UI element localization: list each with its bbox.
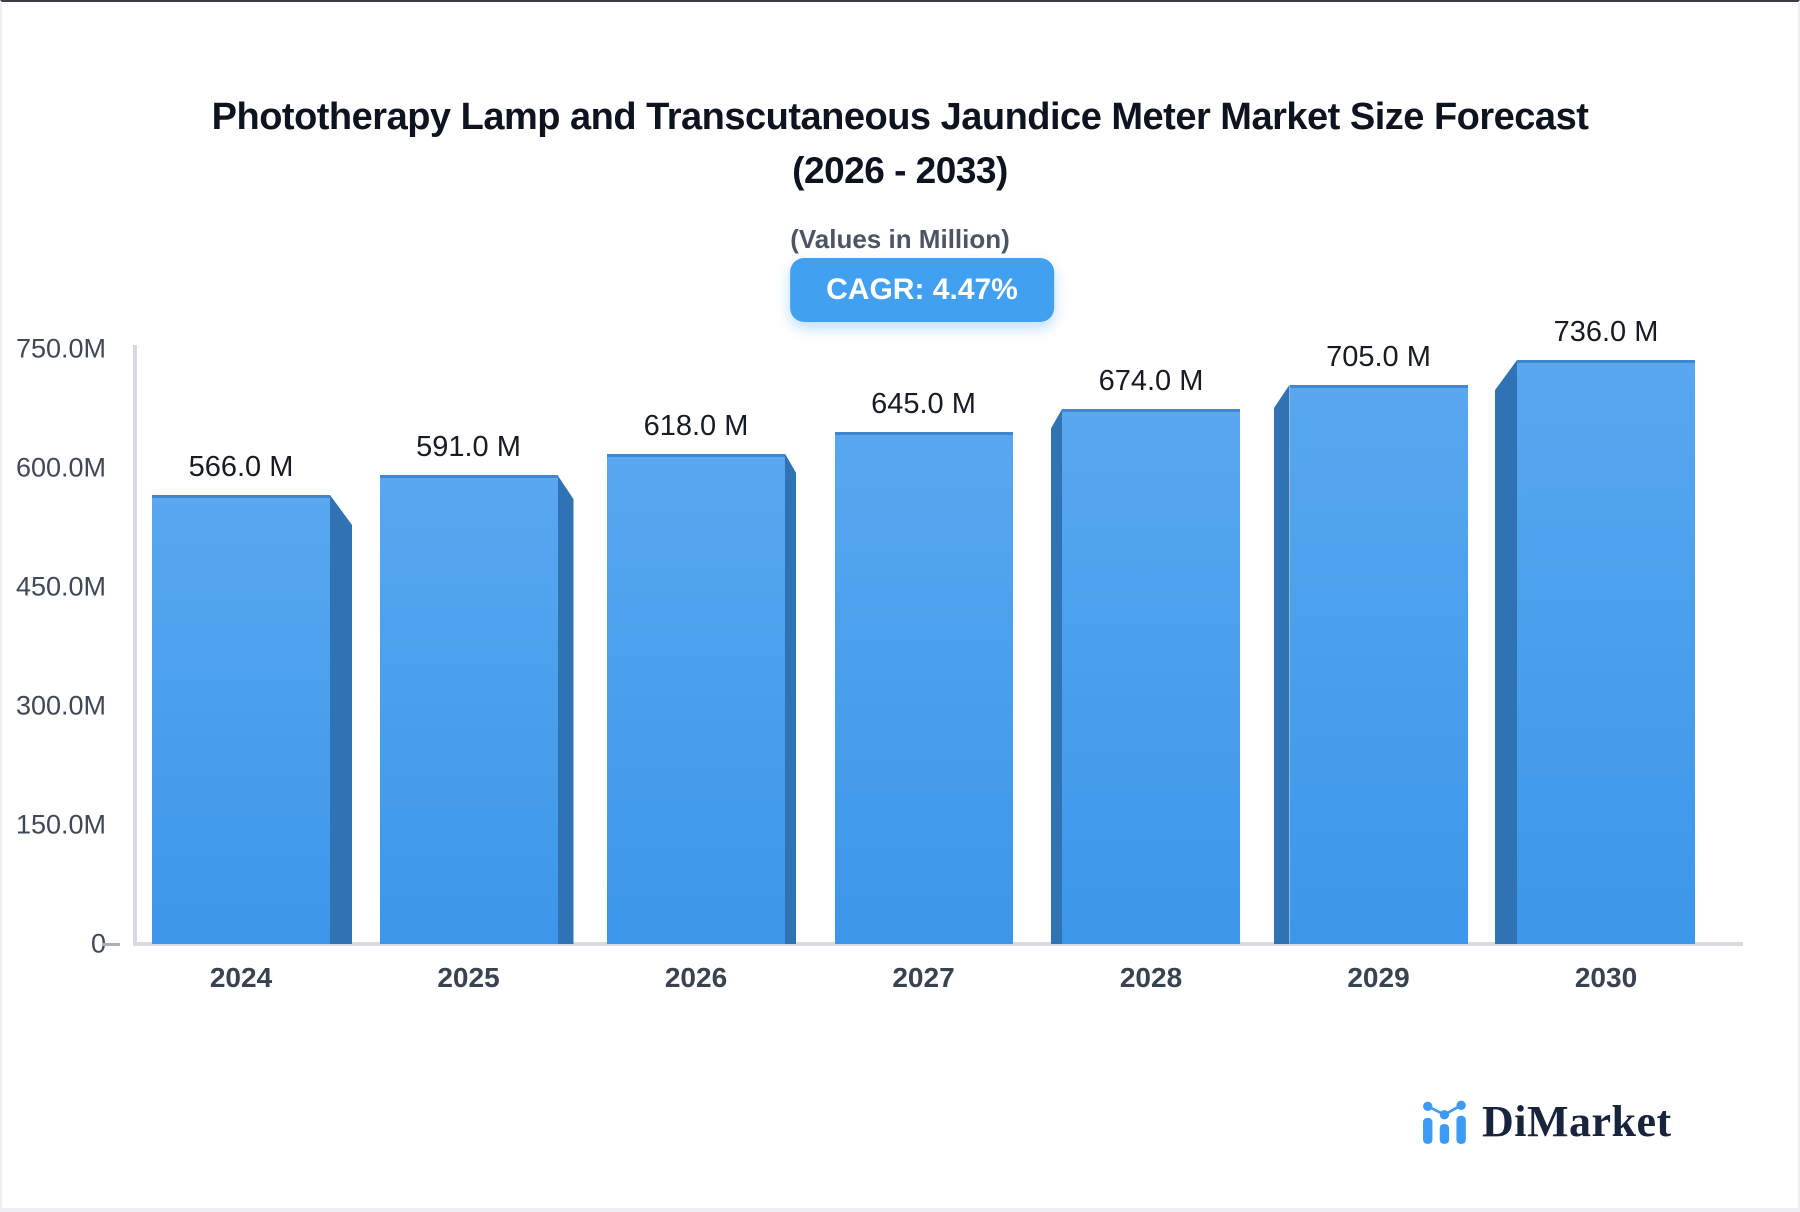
brand-logo: DiMarket [1422, 1096, 1672, 1147]
bar-2030 [1517, 360, 1695, 944]
x-axis-line [133, 942, 1743, 946]
bar-2024 [152, 494, 330, 944]
y-tick-dash-0 [102, 943, 120, 946]
bar-2028 [1062, 409, 1240, 944]
y-tick-label-0: 0 [90, 928, 106, 959]
x-tick-label-2029: 2029 [1347, 962, 1410, 993]
brand-logo-text: DiMarket [1482, 1097, 1672, 1146]
bar-2029 [1289, 384, 1468, 944]
bar-chart-icon [1423, 1100, 1466, 1144]
y-tick-label-450: 450.0M [15, 571, 106, 602]
x-tick-label-2026: 2026 [664, 962, 728, 993]
y-tick-label-600: 600.0M [15, 452, 106, 483]
bar-value-label-2029: 705.0 M [1326, 340, 1431, 373]
bar-side-2025 [557, 475, 574, 944]
bar-value-label-2025: 591.0 M [416, 431, 521, 464]
y-tick-label-750: 750.0M [15, 333, 106, 364]
bar-value-label-2026: 618.0 M [643, 409, 749, 442]
x-tick-label-2028: 2028 [1119, 962, 1183, 993]
x-tick-label-2024: 2024 [209, 962, 273, 993]
bar-value-label-2030: 736.0 M [1553, 316, 1659, 349]
y-tick-label-150: 150.0M [15, 809, 106, 840]
bar-side-2029 [1273, 384, 1290, 944]
chart-subtitle: (Values in Million) [790, 224, 1010, 254]
chart-title-line1: Phototherapy Lamp and Transcutaneous Jau… [211, 96, 1589, 138]
y-tick-label-300: 300.0M [15, 690, 106, 721]
cagr-badge: CAGR: 4.47% [790, 258, 1054, 322]
bar-side-2026 [785, 453, 796, 944]
bar-2026 [607, 453, 785, 944]
bar-2025 [379, 475, 558, 944]
y-axis-line [133, 345, 137, 946]
x-tick-label-2025: 2025 [437, 962, 500, 993]
bar-value-label-2028: 674.0 M [1098, 365, 1204, 398]
bar-2027 [834, 432, 1013, 944]
x-tick-label-2027: 2027 [892, 962, 955, 993]
bar-side-2024 [330, 494, 352, 944]
chart-title-line2: (2026 - 2033) [792, 150, 1008, 191]
bar-side-2030 [1495, 360, 1517, 944]
bar-side-2028 [1051, 409, 1062, 944]
bar-value-label-2027: 645.0 M [871, 388, 976, 421]
x-tick-label-2030: 2030 [1574, 962, 1638, 993]
bar-value-label-2024: 566.0 M [188, 450, 294, 483]
